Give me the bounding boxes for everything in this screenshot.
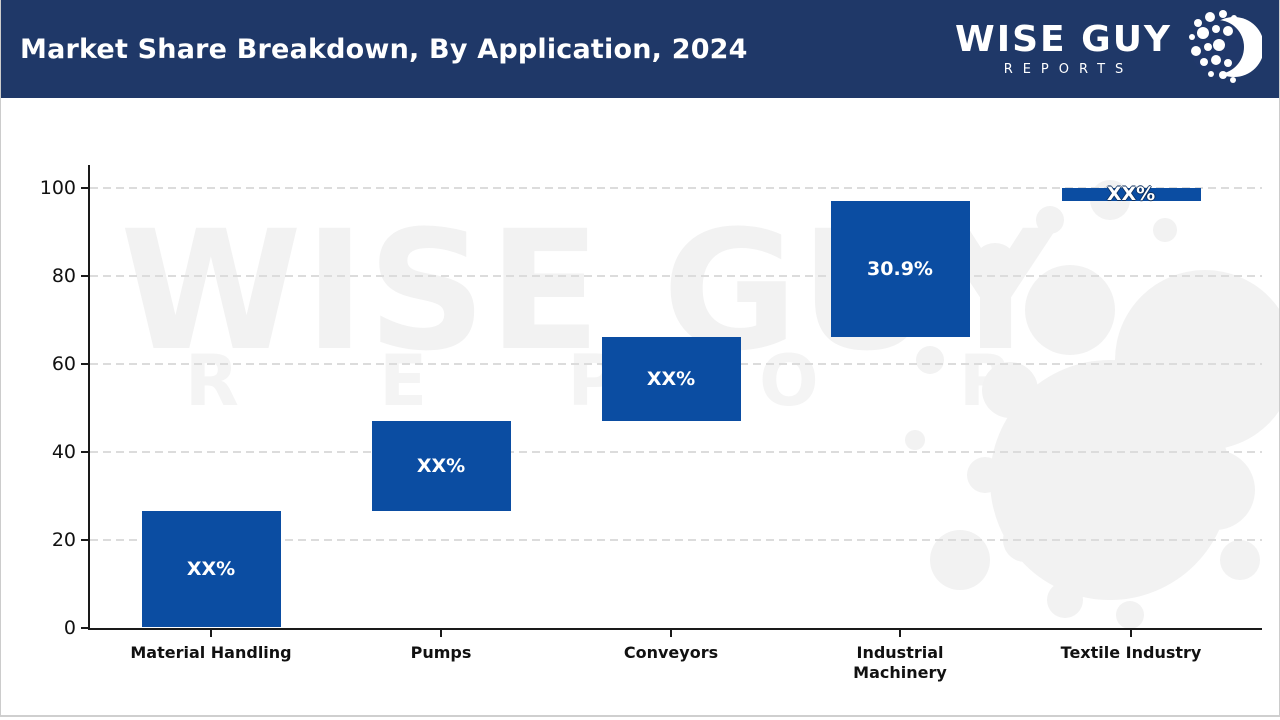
x-axis-tick-mark	[210, 627, 212, 637]
y-gridline	[90, 274, 1262, 277]
x-axis-tick-mark	[670, 627, 672, 637]
y-axis-tick-label: 100	[39, 176, 76, 199]
y-axis-tick-label: 60	[51, 352, 76, 375]
y-axis-tick-mark	[81, 626, 90, 629]
y-axis-tick-label: 40	[51, 440, 76, 463]
logo-brand-text: WISE GUY	[954, 18, 1172, 60]
x-axis-tick-mark	[440, 627, 442, 637]
market-share-bar	[830, 201, 970, 338]
bar-value-label: XX%	[646, 367, 696, 390]
brand-logo: WISE GUY REPORTS	[955, 5, 1280, 93]
y-axis-tick-label: 80	[51, 264, 76, 287]
logo-sub-text: REPORTS	[1003, 61, 1134, 77]
x-axis-category-label: Material Handling	[130, 642, 292, 662]
market-share-bar	[141, 510, 281, 628]
bar-value-label: XX%	[416, 454, 466, 477]
bar-value-label: XX%	[186, 558, 236, 581]
x-axis-tick-mark	[899, 627, 901, 637]
market-share-bar	[371, 420, 511, 511]
y-axis-tick-mark	[81, 186, 90, 189]
y-axis-tick-mark	[81, 538, 90, 541]
y-gridline	[90, 538, 1262, 541]
bar-value-label: XX%	[1106, 183, 1156, 206]
x-axis-category-label: Textile Industry	[1060, 642, 1202, 662]
y-gridline	[90, 450, 1262, 453]
y-axis-tick-label: 0	[63, 616, 76, 639]
wise-guy-face-icon	[1176, 5, 1264, 93]
x-axis-line	[88, 627, 1262, 630]
x-axis-tick-mark	[1130, 627, 1132, 637]
x-axis-category-label: Pumps	[410, 642, 472, 662]
y-axis-tick-mark	[81, 362, 90, 365]
chart-plot-area: 0 20 40 60 80 100 XX% XX% XX% 30.9% XX% Material Ha…	[0, 98, 1280, 720]
x-axis-category-label: Conveyors	[623, 642, 719, 662]
header-bar: Market Share Breakdown, By Application, …	[0, 0, 1280, 98]
y-axis-tick-mark	[81, 274, 90, 277]
bar-value-label: 30.9%	[867, 258, 933, 281]
market-share-bar	[601, 337, 741, 421]
y-axis-line	[88, 165, 90, 630]
y-gridline	[90, 186, 1262, 189]
x-axis-category-label: Industrial Machinery	[853, 642, 947, 682]
chart-title: Market Share Breakdown, By Application, …	[20, 33, 748, 65]
y-axis-tick-label: 20	[51, 528, 76, 551]
y-axis-tick-mark	[81, 450, 90, 453]
